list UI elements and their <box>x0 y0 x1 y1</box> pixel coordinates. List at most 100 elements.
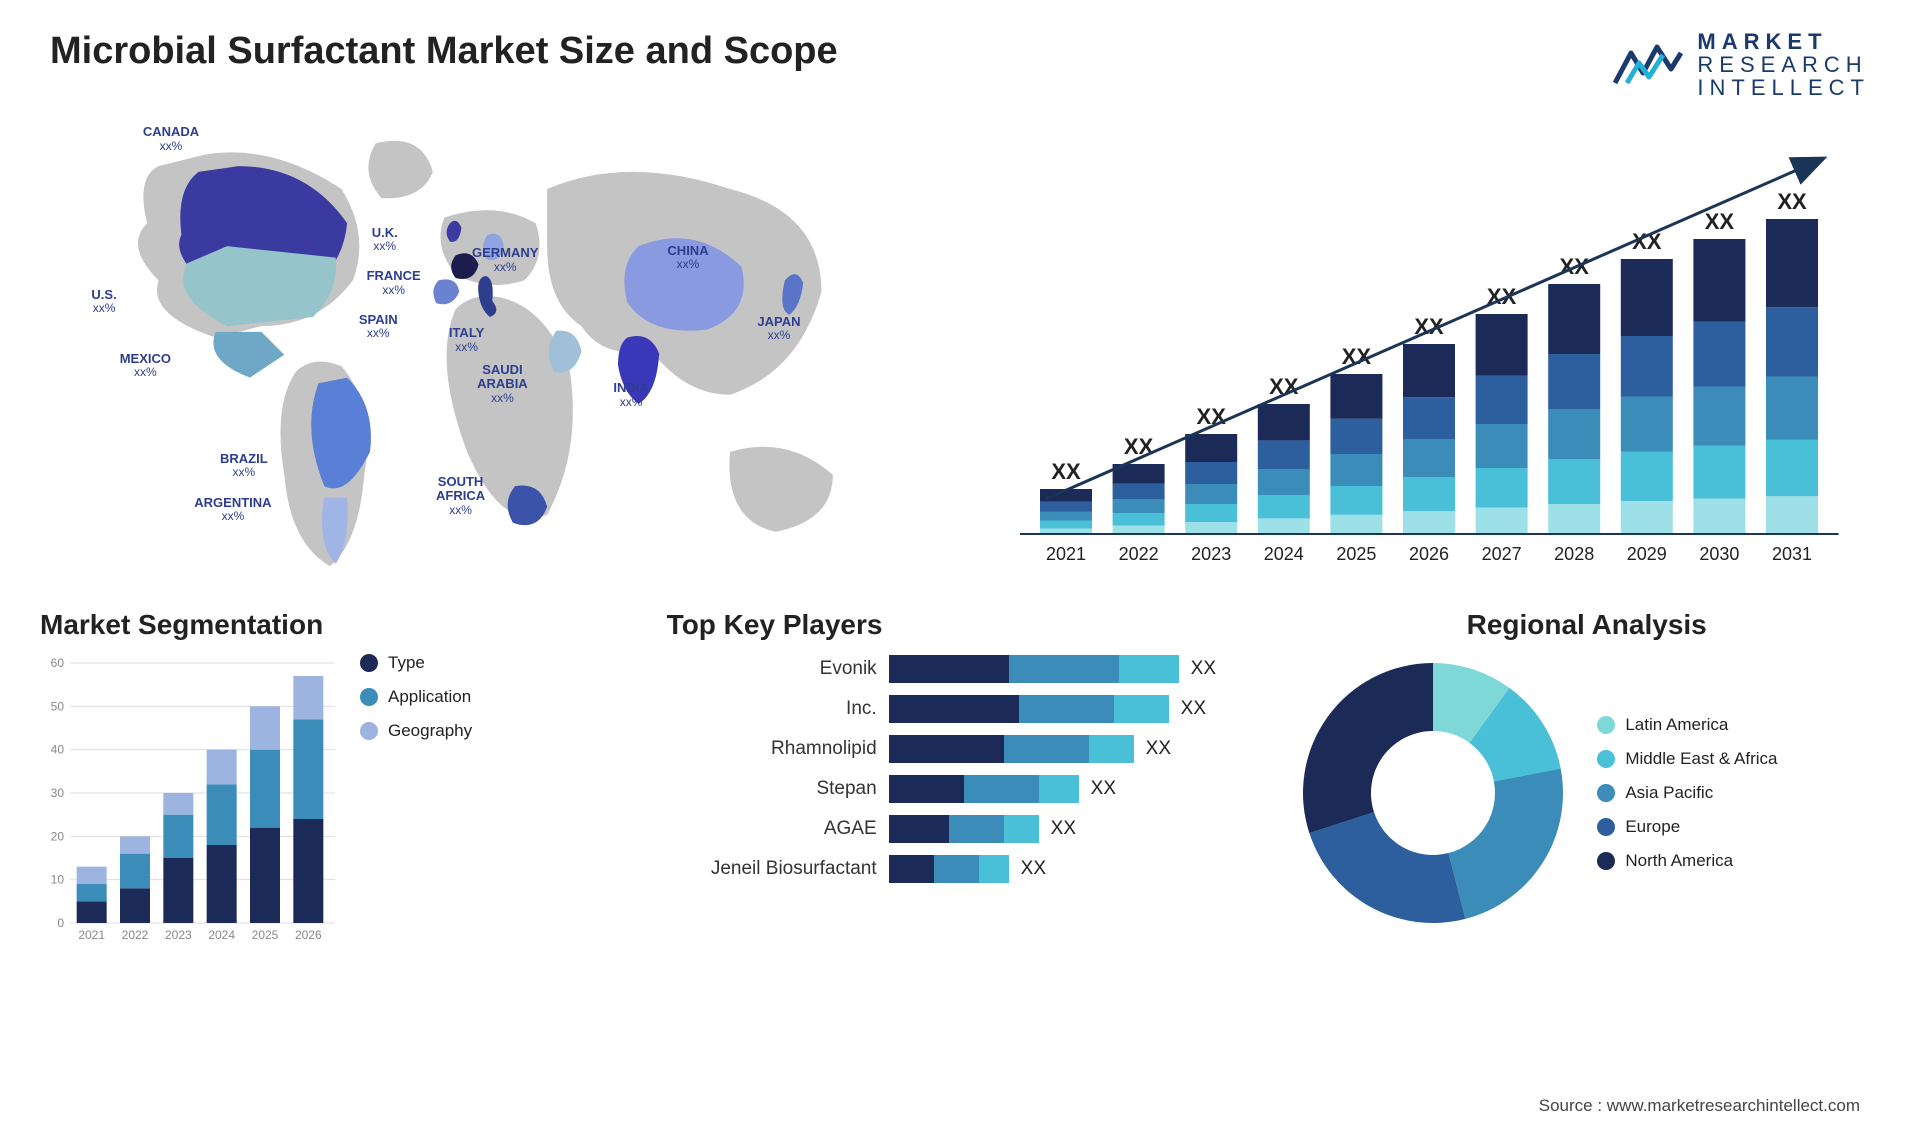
seg-bar-seg <box>77 867 107 884</box>
donut-slice <box>1303 663 1433 833</box>
forecast-bar-seg <box>1621 501 1673 534</box>
player-name: Stepan <box>667 778 877 800</box>
seg-bar-seg <box>207 845 237 923</box>
logo-text: MARKET RESEARCH INTELLECT <box>1697 30 1870 99</box>
player-bar-seg <box>934 855 979 883</box>
svg-text:10: 10 <box>51 873 65 887</box>
player-bar-seg <box>979 855 1009 883</box>
forecast-year-label: 2027 <box>1482 544 1522 564</box>
players-panel: Top Key Players EvonikXXInc.XXRhamnolipi… <box>667 609 1254 1090</box>
forecast-bar-seg <box>1621 336 1673 397</box>
seg-bar-seg <box>120 837 150 854</box>
player-value: XX <box>1181 698 1206 720</box>
map-label: CANADAxx% <box>143 125 199 152</box>
svg-text:50: 50 <box>51 700 65 714</box>
forecast-bar-seg <box>1548 284 1600 354</box>
map-region-es <box>433 280 459 305</box>
seg-bar-seg <box>293 819 323 923</box>
svg-text:60: 60 <box>51 656 65 670</box>
forecast-bar-seg <box>1693 239 1745 322</box>
forecast-bar-seg <box>1330 486 1382 515</box>
forecast-bar-label: XX <box>1342 344 1372 369</box>
forecast-bar-seg <box>1621 259 1673 336</box>
player-bar-seg <box>1114 695 1169 723</box>
player-bar-seg <box>1019 695 1114 723</box>
forecast-bar-seg <box>1258 404 1310 440</box>
forecast-bar-seg <box>1766 219 1818 307</box>
forecast-bar-seg <box>1185 522 1237 534</box>
player-bar-seg <box>1004 735 1089 763</box>
forecast-bar-seg <box>1476 376 1528 424</box>
map-label: MEXICOxx% <box>120 352 171 379</box>
map-label: JAPANxx% <box>757 315 800 342</box>
forecast-bar-seg <box>1766 307 1818 376</box>
forecast-bar-label: XX <box>1705 209 1735 234</box>
forecast-bar-seg <box>1476 424 1528 468</box>
forecast-year-label: 2029 <box>1627 544 1667 564</box>
map-label: CHINAxx% <box>667 244 708 271</box>
svg-text:2026: 2026 <box>295 928 322 942</box>
forecast-bar-seg <box>1403 511 1455 534</box>
forecast-bar-seg <box>1621 397 1673 452</box>
seg-bar-seg <box>293 676 323 719</box>
map-label: GERMANYxx% <box>472 246 538 273</box>
forecast-bar-seg <box>1403 439 1455 477</box>
forecast-year-label: 2023 <box>1191 544 1231 564</box>
forecast-bar-seg <box>1766 377 1818 440</box>
forecast-bar-seg <box>1330 374 1382 419</box>
player-bar <box>889 775 1079 803</box>
forecast-bar-seg <box>1693 499 1745 534</box>
forecast-bar-seg <box>1185 484 1237 504</box>
player-row: Jeneil BiosurfactantXX <box>667 853 1254 885</box>
forecast-bar-seg <box>1693 322 1745 387</box>
player-bar <box>889 855 1009 883</box>
forecast-year-label: 2022 <box>1119 544 1159 564</box>
player-value: XX <box>1191 658 1216 680</box>
forecast-bar-seg <box>1040 512 1092 521</box>
player-bar <box>889 815 1039 843</box>
forecast-bar-seg <box>1258 441 1310 470</box>
map-label: SAUDIARABIAxx% <box>477 363 528 405</box>
player-row: AGAEXX <box>667 813 1254 845</box>
forecast-bar-seg <box>1113 484 1165 499</box>
forecast-year-label: 2028 <box>1554 544 1594 564</box>
seg-bar-seg <box>207 785 237 846</box>
svg-text:40: 40 <box>51 743 65 757</box>
region-legend-item: North America <box>1597 851 1777 871</box>
seg-bar-seg <box>120 889 150 924</box>
forecast-bar-seg <box>1113 526 1165 534</box>
forecast-bar-seg <box>1548 354 1600 409</box>
world-map <box>40 109 940 589</box>
forecast-bar-seg <box>1403 477 1455 511</box>
forecast-bar-seg <box>1766 496 1818 534</box>
player-value: XX <box>1051 818 1076 840</box>
seg-legend-item: Application <box>360 687 472 707</box>
map-label: U.K.xx% <box>372 226 398 253</box>
player-bar-seg <box>889 855 934 883</box>
regional-donut <box>1293 653 1573 933</box>
player-bar-seg <box>1009 655 1119 683</box>
forecast-bar-seg <box>1403 344 1455 397</box>
seg-bar-seg <box>250 707 280 750</box>
forecast-bar-seg <box>1330 419 1382 454</box>
forecast-bar-seg <box>1258 519 1310 535</box>
forecast-bar-seg <box>1403 397 1455 439</box>
map-label: INDIAxx% <box>613 381 648 408</box>
svg-text:2024: 2024 <box>208 928 235 942</box>
players-title: Top Key Players <box>667 609 1254 641</box>
player-bar-seg <box>889 815 949 843</box>
forecast-bar-seg <box>1476 468 1528 508</box>
player-bar <box>889 735 1134 763</box>
forecast-bar-seg <box>1258 469 1310 495</box>
seg-bar-seg <box>77 884 107 901</box>
forecast-chart-panel: XXXXXXXXXXXXXXXXXXXXXX 20212022202320242… <box>980 109 1880 589</box>
seg-bar-seg <box>250 828 280 923</box>
forecast-bar-seg <box>1693 446 1745 499</box>
player-name: Jeneil Biosurfactant <box>667 858 877 880</box>
region-legend-item: Middle East & Africa <box>1597 749 1777 769</box>
forecast-bar-seg <box>1693 387 1745 446</box>
forecast-year-label: 2021 <box>1046 544 1086 564</box>
player-bar-seg <box>889 695 1019 723</box>
svg-text:2022: 2022 <box>122 928 149 942</box>
region-legend-item: Europe <box>1597 817 1777 837</box>
